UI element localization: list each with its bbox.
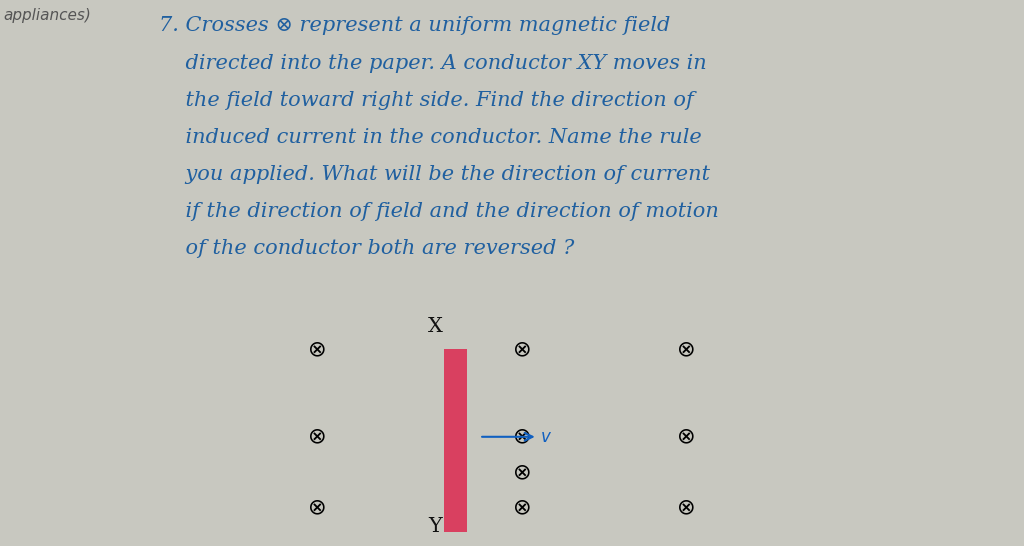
- Text: the field toward right side. Find the direction of: the field toward right side. Find the di…: [159, 91, 693, 110]
- Text: v: v: [541, 428, 551, 446]
- Text: ⊗: ⊗: [308, 340, 327, 359]
- Text: ⊗: ⊗: [513, 340, 531, 359]
- Text: if the direction of field and the direction of motion: if the direction of field and the direct…: [159, 202, 719, 221]
- Text: ⊗: ⊗: [513, 498, 531, 518]
- Bar: [444, 349, 467, 532]
- Text: ⊗: ⊗: [513, 462, 531, 482]
- Text: directed into the paper. A conductor XY moves in: directed into the paper. A conductor XY …: [159, 54, 707, 73]
- Text: ⊗: ⊗: [308, 498, 327, 518]
- Text: ⊗: ⊗: [308, 427, 327, 447]
- Text: induced current in the conductor. Name the rule: induced current in the conductor. Name t…: [159, 128, 701, 147]
- Text: of the conductor both are reversed ?: of the conductor both are reversed ?: [159, 239, 574, 258]
- Text: you applied. What will be the direction of current: you applied. What will be the direction …: [159, 165, 710, 184]
- Text: ⊗: ⊗: [677, 498, 695, 518]
- Text: 7. Crosses ⊗ represent a uniform magnetic field: 7. Crosses ⊗ represent a uniform magneti…: [159, 16, 670, 35]
- Text: ⊗: ⊗: [677, 427, 695, 447]
- Text: appliances): appliances): [3, 8, 91, 23]
- Text: X: X: [428, 317, 442, 336]
- Text: ⊗: ⊗: [677, 340, 695, 359]
- Text: ⊗: ⊗: [513, 427, 531, 447]
- Text: Y: Y: [428, 517, 442, 536]
